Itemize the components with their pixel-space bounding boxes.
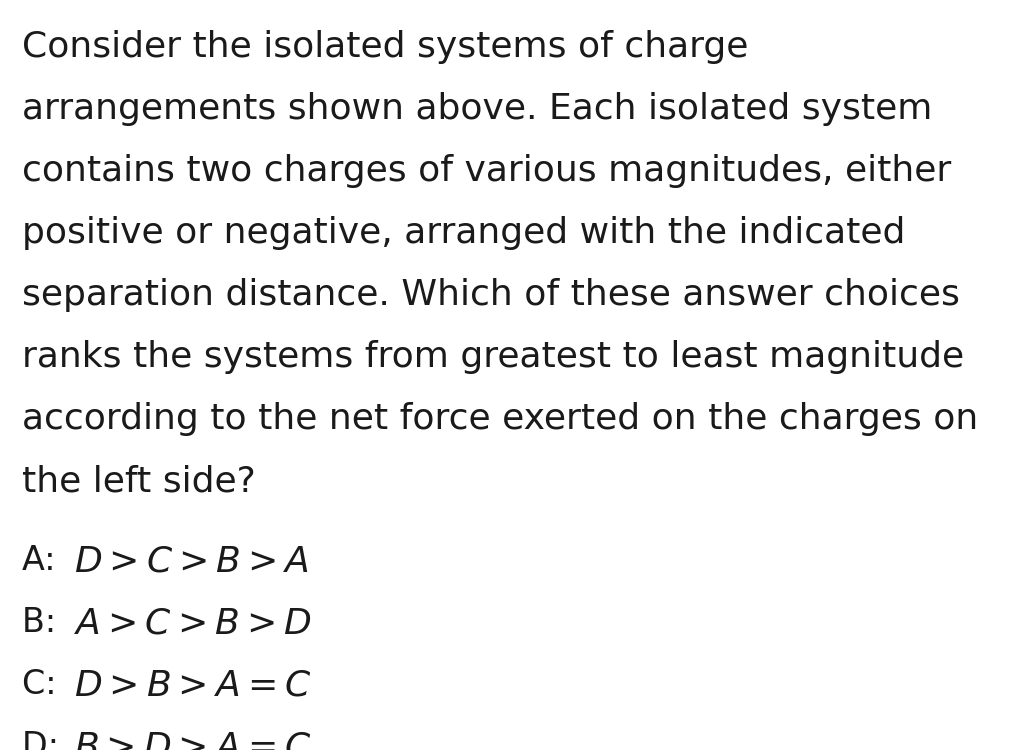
Text: separation distance. Which of these answer choices: separation distance. Which of these answ… <box>22 278 959 312</box>
Text: contains two charges of various magnitudes, either: contains two charges of various magnitud… <box>22 154 951 188</box>
Text: A:: A: <box>22 544 89 577</box>
Text: $D > B > A = C$: $D > B > A = C$ <box>74 668 311 702</box>
Text: the left side?: the left side? <box>22 464 256 498</box>
Text: $A > C > B > D$: $A > C > B > D$ <box>74 606 311 640</box>
Text: according to the net force exerted on the charges on: according to the net force exerted on th… <box>22 402 978 436</box>
Text: $D > C > B > A$: $D > C > B > A$ <box>74 544 309 578</box>
Text: $B > D > A = C$: $B > D > A = C$ <box>74 730 311 750</box>
Text: B:: B: <box>22 606 89 639</box>
Text: D:: D: <box>22 730 92 750</box>
Text: C:: C: <box>22 668 90 701</box>
Text: ranks the systems from greatest to least magnitude: ranks the systems from greatest to least… <box>22 340 965 374</box>
Text: Consider the isolated systems of charge: Consider the isolated systems of charge <box>22 30 749 64</box>
Text: positive or negative, arranged with the indicated: positive or negative, arranged with the … <box>22 216 905 250</box>
Text: arrangements shown above. Each isolated system: arrangements shown above. Each isolated … <box>22 92 933 126</box>
